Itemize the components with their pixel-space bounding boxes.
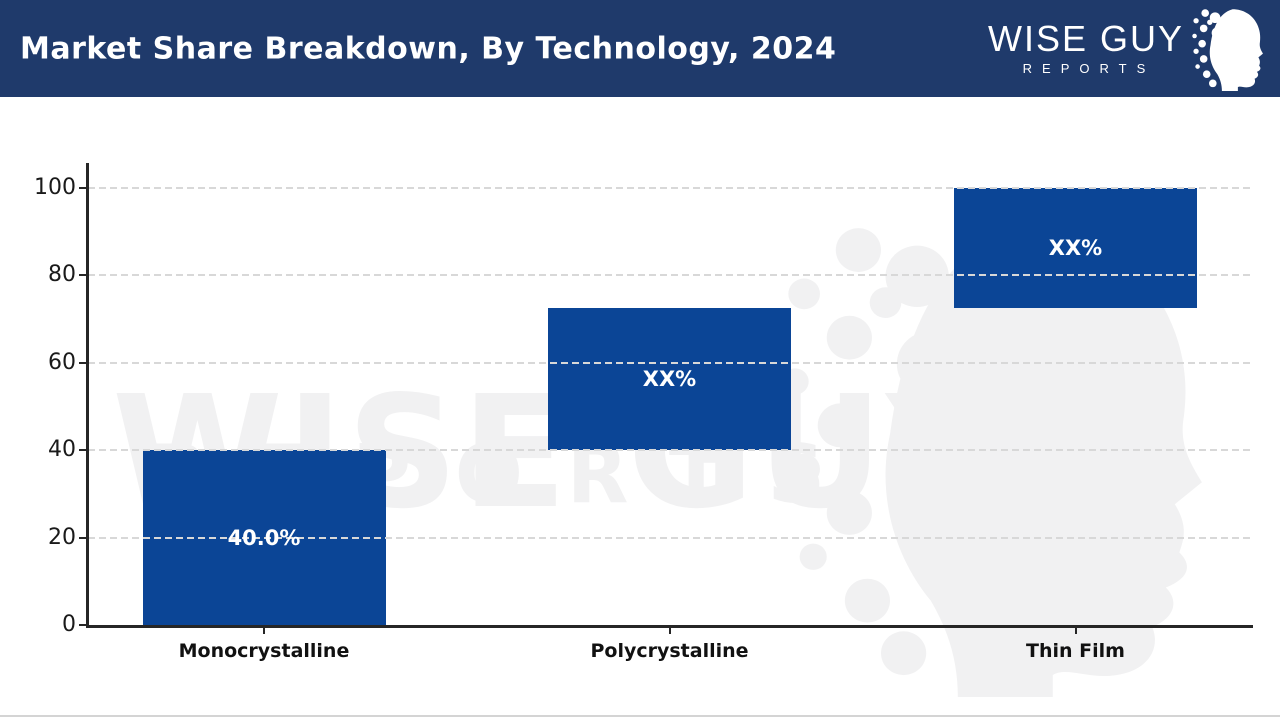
y-tick-0 bbox=[79, 624, 87, 626]
y-tick-20 bbox=[79, 536, 87, 539]
y-tick-label-60: 60 bbox=[48, 349, 76, 375]
bar-labels-layer: 40.0% XX% XX% bbox=[0, 97, 1280, 717]
y-tick-60 bbox=[79, 361, 87, 364]
bar-value-thin-film: XX% bbox=[1048, 236, 1103, 261]
watermark-head-icon bbox=[781, 228, 1202, 697]
bar-value-monocrystalline: 40.0% bbox=[227, 525, 301, 550]
y-tick-label-20: 20 bbox=[48, 524, 76, 550]
y-tick-80 bbox=[79, 274, 87, 277]
gridline-20 bbox=[88, 536, 1253, 539]
y-tick-label-80: 80 bbox=[48, 262, 76, 288]
axis-layer: 0 20 40 60 80 100 Monocrystalline Polycrystalli… bbox=[0, 97, 1280, 717]
bar-thin-film bbox=[954, 188, 1197, 309]
y-tick-label-0: 0 bbox=[62, 612, 76, 637]
y-tick-label-100: 100 bbox=[34, 175, 76, 200]
footer-divider bbox=[0, 715, 1280, 717]
x-axis-spine bbox=[86, 625, 1253, 628]
chart: WISE GUY REPORTS 0 20 40 60 80 bbox=[0, 97, 1280, 717]
y-tick-100 bbox=[79, 187, 87, 189]
wiseguy-logo-text: WISE GUY REPORTS bbox=[987, 18, 1184, 77]
wiseguy-logo: WISE GUY REPORTS bbox=[988, 7, 1266, 91]
grid-layer bbox=[0, 97, 1280, 717]
x-tick-label-thin-film: Thin Film bbox=[1026, 640, 1125, 662]
page-title: Market Share Breakdown, By Technology, 2… bbox=[20, 31, 837, 66]
y-tick-40 bbox=[79, 449, 87, 452]
gridline-40 bbox=[88, 449, 1253, 452]
bar-value-polycrystalline: XX% bbox=[642, 367, 697, 392]
logo-subtitle: REPORTS bbox=[1022, 61, 1156, 76]
wiseguy-head-icon bbox=[1192, 8, 1263, 91]
x-tick-thin-film bbox=[1074, 627, 1077, 634]
x-tick-polycrystalline bbox=[668, 627, 671, 634]
x-tick-label-monocrystalline: Monocrystalline bbox=[178, 640, 350, 662]
gridline-60 bbox=[88, 361, 1253, 364]
y-axis-spine bbox=[86, 163, 89, 627]
x-tick-monocrystalline bbox=[263, 627, 265, 634]
bar-polycrystalline bbox=[548, 308, 791, 451]
header-bar: Market Share Breakdown, By Technology, 2… bbox=[0, 0, 1280, 97]
y-tick-label-40: 40 bbox=[48, 437, 76, 463]
x-tick-label-polycrystalline: Polycrystalline bbox=[590, 640, 749, 662]
gridline-100 bbox=[88, 187, 1253, 189]
gridline-80 bbox=[88, 274, 1253, 277]
logo-wordmark: WISE GUY bbox=[987, 18, 1184, 59]
